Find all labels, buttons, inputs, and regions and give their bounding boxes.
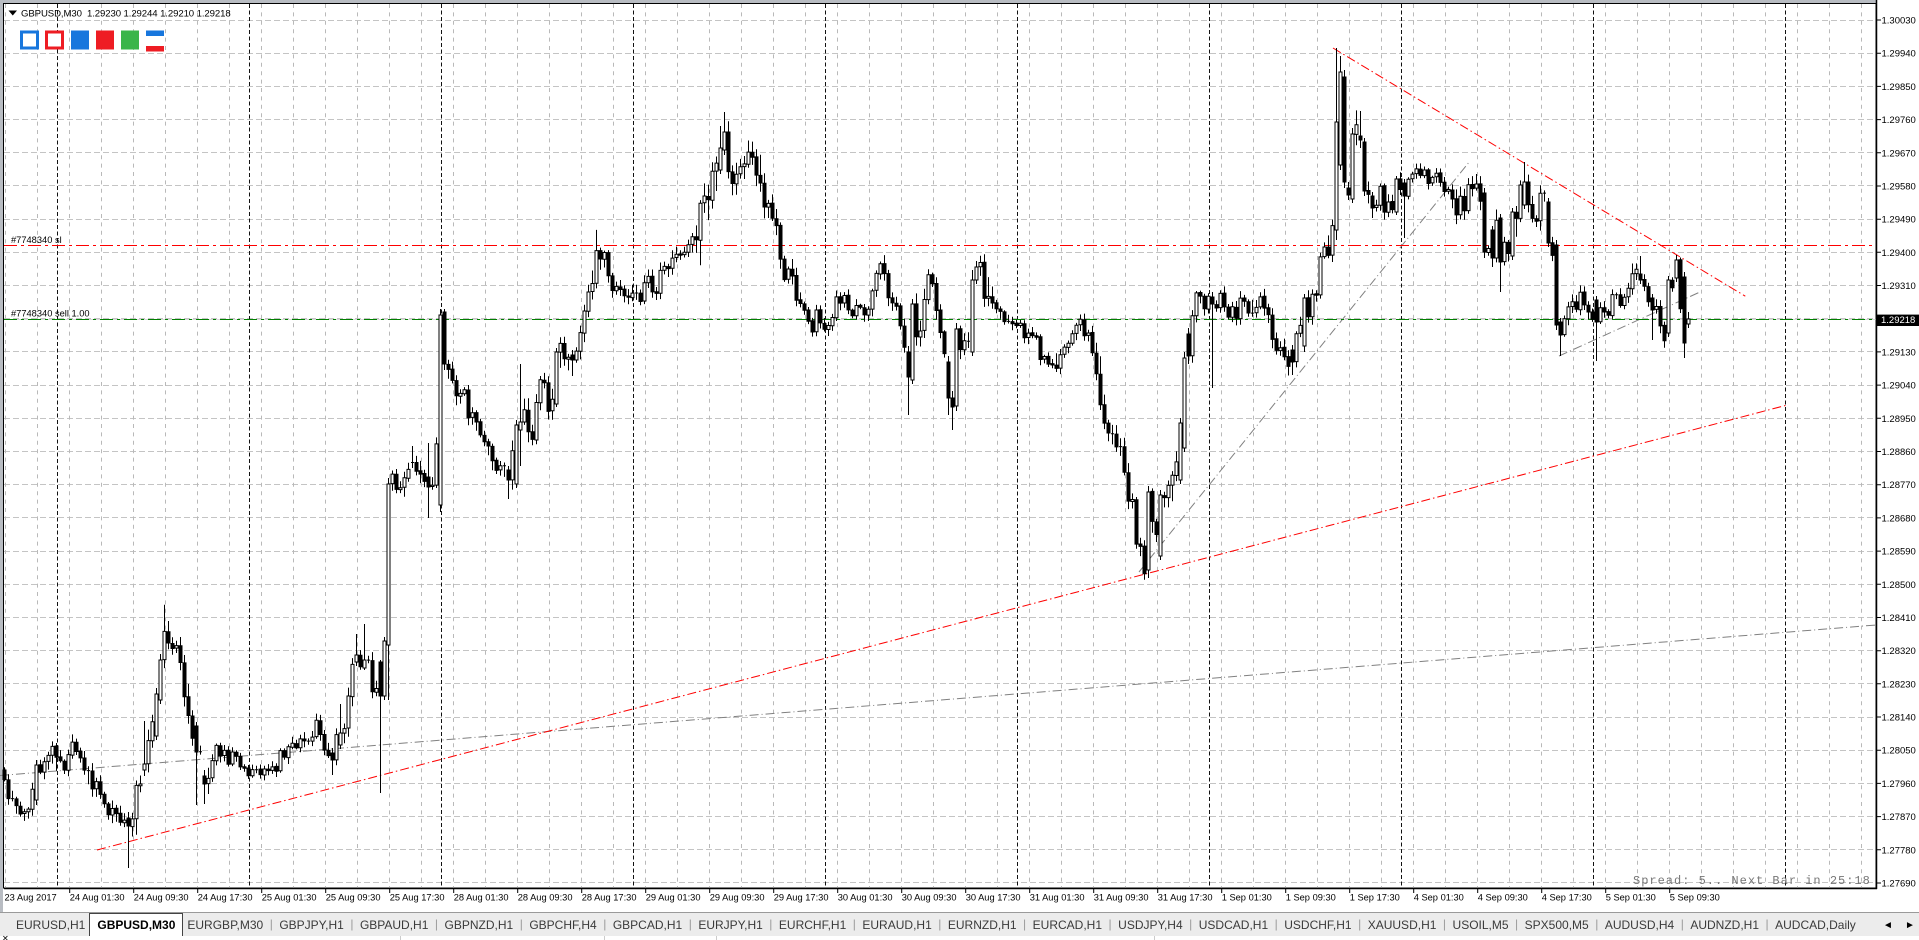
svg-text:29 Aug 09:30: 29 Aug 09:30 <box>710 893 765 903</box>
svg-text:24 Aug 01:30: 24 Aug 01:30 <box>70 893 125 903</box>
svg-text:1.29218: 1.29218 <box>1881 315 1915 326</box>
svg-text:1.28140: 1.28140 <box>1882 713 1916 724</box>
svg-text:25 Aug 17:30: 25 Aug 17:30 <box>390 893 445 903</box>
svg-text:1.28410: 1.28410 <box>1882 613 1916 624</box>
svg-text:1.27960: 1.27960 <box>1882 779 1916 790</box>
svg-text:1.28320: 1.28320 <box>1882 646 1916 657</box>
svg-text:1.29490: 1.29490 <box>1882 215 1916 226</box>
svg-text:1.29400: 1.29400 <box>1882 248 1916 259</box>
svg-text:1.29040: 1.29040 <box>1882 381 1916 392</box>
svg-text:28 Aug 09:30: 28 Aug 09:30 <box>518 893 573 903</box>
svg-text:1.27690: 1.27690 <box>1882 879 1916 890</box>
svg-text:24 Aug 17:30: 24 Aug 17:30 <box>198 893 253 903</box>
svg-text:1.28770: 1.28770 <box>1882 480 1916 491</box>
svg-text:1.29850: 1.29850 <box>1882 82 1916 93</box>
svg-text:30 Aug 01:30: 30 Aug 01:30 <box>838 893 893 903</box>
svg-text:31 Aug 09:30: 31 Aug 09:30 <box>1094 893 1149 903</box>
svg-text:1.28950: 1.28950 <box>1882 414 1916 425</box>
svg-text:1.28230: 1.28230 <box>1882 679 1916 690</box>
svg-text:28 Aug 01:30: 28 Aug 01:30 <box>454 893 509 903</box>
svg-text:Spread: 5.. Next Bar in 25:18: Spread: 5.. Next Bar in 25:18 <box>1633 874 1871 888</box>
svg-text:4 Sep 09:30: 4 Sep 09:30 <box>1478 893 1528 903</box>
svg-text:1.29310: 1.29310 <box>1882 281 1916 292</box>
svg-text:1.27870: 1.27870 <box>1882 812 1916 823</box>
svg-text:1.29760: 1.29760 <box>1882 115 1916 126</box>
svg-text:#7748340 sl: #7748340 sl <box>11 235 62 245</box>
svg-text:31 Aug 17:30: 31 Aug 17:30 <box>1158 893 1213 903</box>
svg-text:29 Aug 17:30: 29 Aug 17:30 <box>774 893 829 903</box>
svg-text:1.30030: 1.30030 <box>1882 16 1916 27</box>
svg-text:1.28050: 1.28050 <box>1882 746 1916 757</box>
svg-text:1.29670: 1.29670 <box>1882 148 1916 159</box>
svg-text:1 Sep 17:30: 1 Sep 17:30 <box>1350 893 1400 903</box>
svg-text:30 Aug 09:30: 30 Aug 09:30 <box>902 893 957 903</box>
svg-text:4 Sep 01:30: 4 Sep 01:30 <box>1414 893 1464 903</box>
svg-text:31 Aug 01:30: 31 Aug 01:30 <box>1030 893 1085 903</box>
svg-text:1.28860: 1.28860 <box>1882 447 1916 458</box>
svg-text:5 Sep 01:30: 5 Sep 01:30 <box>1606 893 1656 903</box>
svg-text:25 Aug 01:30: 25 Aug 01:30 <box>262 893 317 903</box>
svg-text:28 Aug 17:30: 28 Aug 17:30 <box>582 893 637 903</box>
svg-text:4 Sep 17:30: 4 Sep 17:30 <box>1542 893 1592 903</box>
svg-text:1.27780: 1.27780 <box>1882 845 1916 856</box>
svg-text:1.29130: 1.29130 <box>1882 347 1916 358</box>
svg-text:30 Aug 17:30: 30 Aug 17:30 <box>966 893 1021 903</box>
svg-text:25 Aug 09:30: 25 Aug 09:30 <box>326 893 381 903</box>
svg-text:29 Aug 01:30: 29 Aug 01:30 <box>646 893 701 903</box>
svg-text:1 Sep 09:30: 1 Sep 09:30 <box>1286 893 1336 903</box>
svg-text:1.29580: 1.29580 <box>1882 182 1916 193</box>
svg-text:1.28500: 1.28500 <box>1882 580 1916 591</box>
svg-text:1.29940: 1.29940 <box>1882 49 1916 60</box>
svg-text:1.28590: 1.28590 <box>1882 547 1916 558</box>
svg-text:GBPUSD,M30 1.29230 1.29244 1.: GBPUSD,M30 1.29230 1.29244 1.29210 1.292… <box>21 9 231 20</box>
svg-text:1.28680: 1.28680 <box>1882 513 1916 524</box>
svg-text:1 Sep 01:30: 1 Sep 01:30 <box>1222 893 1272 903</box>
svg-text:#7748340 sell 1.00: #7748340 sell 1.00 <box>11 309 90 319</box>
svg-text:23 Aug 2017: 23 Aug 2017 <box>5 893 57 903</box>
svg-text:24 Aug 09:30: 24 Aug 09:30 <box>134 893 189 903</box>
svg-text:5 Sep 09:30: 5 Sep 09:30 <box>1670 893 1720 903</box>
